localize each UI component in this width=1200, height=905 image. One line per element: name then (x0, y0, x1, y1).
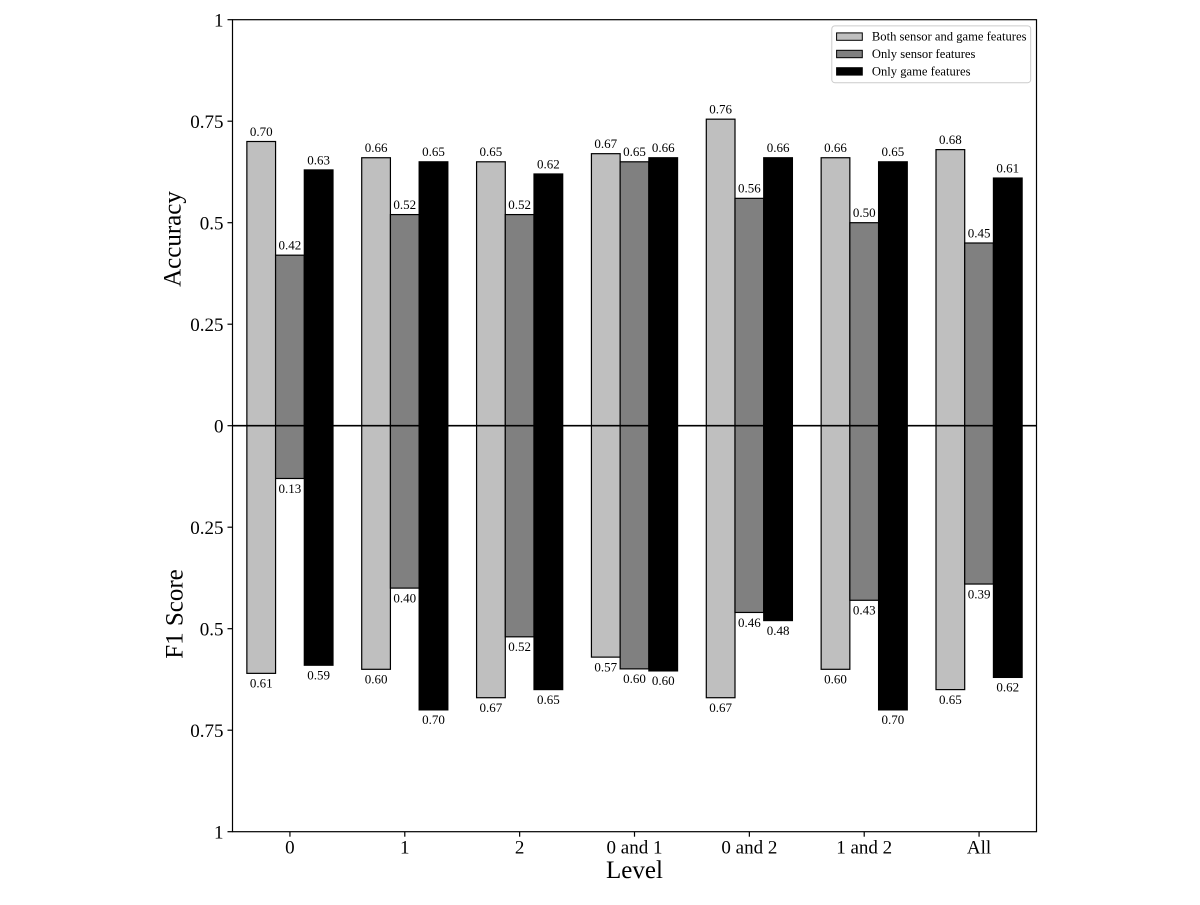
svg-text:0.25: 0.25 (190, 518, 223, 539)
svg-text:0.65: 0.65 (537, 692, 560, 707)
svg-text:0.60: 0.60 (623, 671, 646, 686)
svg-text:0.25: 0.25 (190, 315, 223, 336)
svg-text:0.67: 0.67 (480, 700, 503, 715)
svg-text:1: 1 (400, 838, 410, 859)
svg-text:0.5: 0.5 (200, 213, 224, 234)
svg-text:1 and 2: 1 and 2 (836, 838, 892, 859)
svg-text:0.65: 0.65 (882, 144, 905, 159)
svg-text:0: 0 (285, 838, 295, 859)
svg-text:0.48: 0.48 (767, 623, 790, 638)
svg-text:0.66: 0.66 (824, 140, 847, 155)
svg-text:0.61: 0.61 (250, 676, 273, 691)
svg-text:1: 1 (214, 822, 224, 843)
svg-text:0.75: 0.75 (190, 721, 223, 742)
svg-text:0.63: 0.63 (307, 152, 330, 167)
svg-text:1: 1 (214, 10, 224, 31)
svg-text:F1 Score: F1 Score (162, 569, 189, 659)
svg-text:0.67: 0.67 (594, 136, 617, 151)
svg-text:0 and 2: 0 and 2 (721, 838, 777, 859)
svg-text:0.50: 0.50 (853, 205, 876, 220)
svg-text:0.70: 0.70 (250, 124, 273, 139)
svg-text:0.60: 0.60 (824, 672, 847, 687)
svg-text:0.65: 0.65 (623, 144, 646, 159)
svg-text:0.67: 0.67 (709, 700, 732, 715)
svg-text:0.76: 0.76 (709, 102, 732, 117)
svg-text:Only sensor features: Only sensor features (872, 47, 976, 61)
svg-text:0.62: 0.62 (996, 680, 1019, 695)
svg-text:0.65: 0.65 (480, 144, 503, 159)
svg-text:0.13: 0.13 (279, 481, 302, 496)
svg-text:0.40: 0.40 (393, 590, 416, 605)
svg-text:0.56: 0.56 (738, 181, 761, 196)
svg-text:0.5: 0.5 (200, 619, 224, 640)
svg-text:0.70: 0.70 (422, 712, 445, 727)
svg-text:0.52: 0.52 (508, 197, 531, 212)
svg-text:0.75: 0.75 (190, 112, 223, 133)
svg-text:0.60: 0.60 (365, 672, 388, 687)
svg-text:0.68: 0.68 (939, 132, 962, 147)
svg-text:0.70: 0.70 (882, 712, 905, 727)
svg-text:0.66: 0.66 (652, 140, 675, 155)
svg-text:All: All (967, 838, 991, 859)
svg-text:0.42: 0.42 (279, 238, 302, 253)
svg-text:0.66: 0.66 (365, 140, 388, 155)
svg-text:0.45: 0.45 (968, 225, 991, 240)
svg-text:0 and 1: 0 and 1 (607, 838, 663, 859)
svg-text:0.43: 0.43 (853, 603, 876, 618)
svg-text:0.62: 0.62 (537, 156, 560, 171)
svg-text:0.52: 0.52 (508, 639, 531, 654)
svg-text:0.39: 0.39 (968, 586, 991, 601)
svg-text:Level: Level (606, 857, 663, 884)
svg-text:0.65: 0.65 (422, 144, 445, 159)
svg-text:0: 0 (214, 416, 224, 437)
svg-text:Both sensor and game features: Both sensor and game features (872, 30, 1027, 44)
svg-text:0.59: 0.59 (307, 668, 330, 683)
svg-text:Accuracy: Accuracy (160, 191, 187, 287)
svg-text:Only game features: Only game features (872, 65, 971, 79)
svg-text:2: 2 (515, 838, 525, 859)
svg-text:0.57: 0.57 (594, 659, 617, 674)
svg-text:0.66: 0.66 (767, 140, 790, 155)
svg-text:0.61: 0.61 (996, 160, 1019, 175)
svg-text:0.46: 0.46 (738, 615, 761, 630)
svg-text:0.60: 0.60 (652, 673, 675, 688)
svg-text:0.52: 0.52 (393, 197, 416, 212)
svg-text:0.65: 0.65 (939, 692, 962, 707)
